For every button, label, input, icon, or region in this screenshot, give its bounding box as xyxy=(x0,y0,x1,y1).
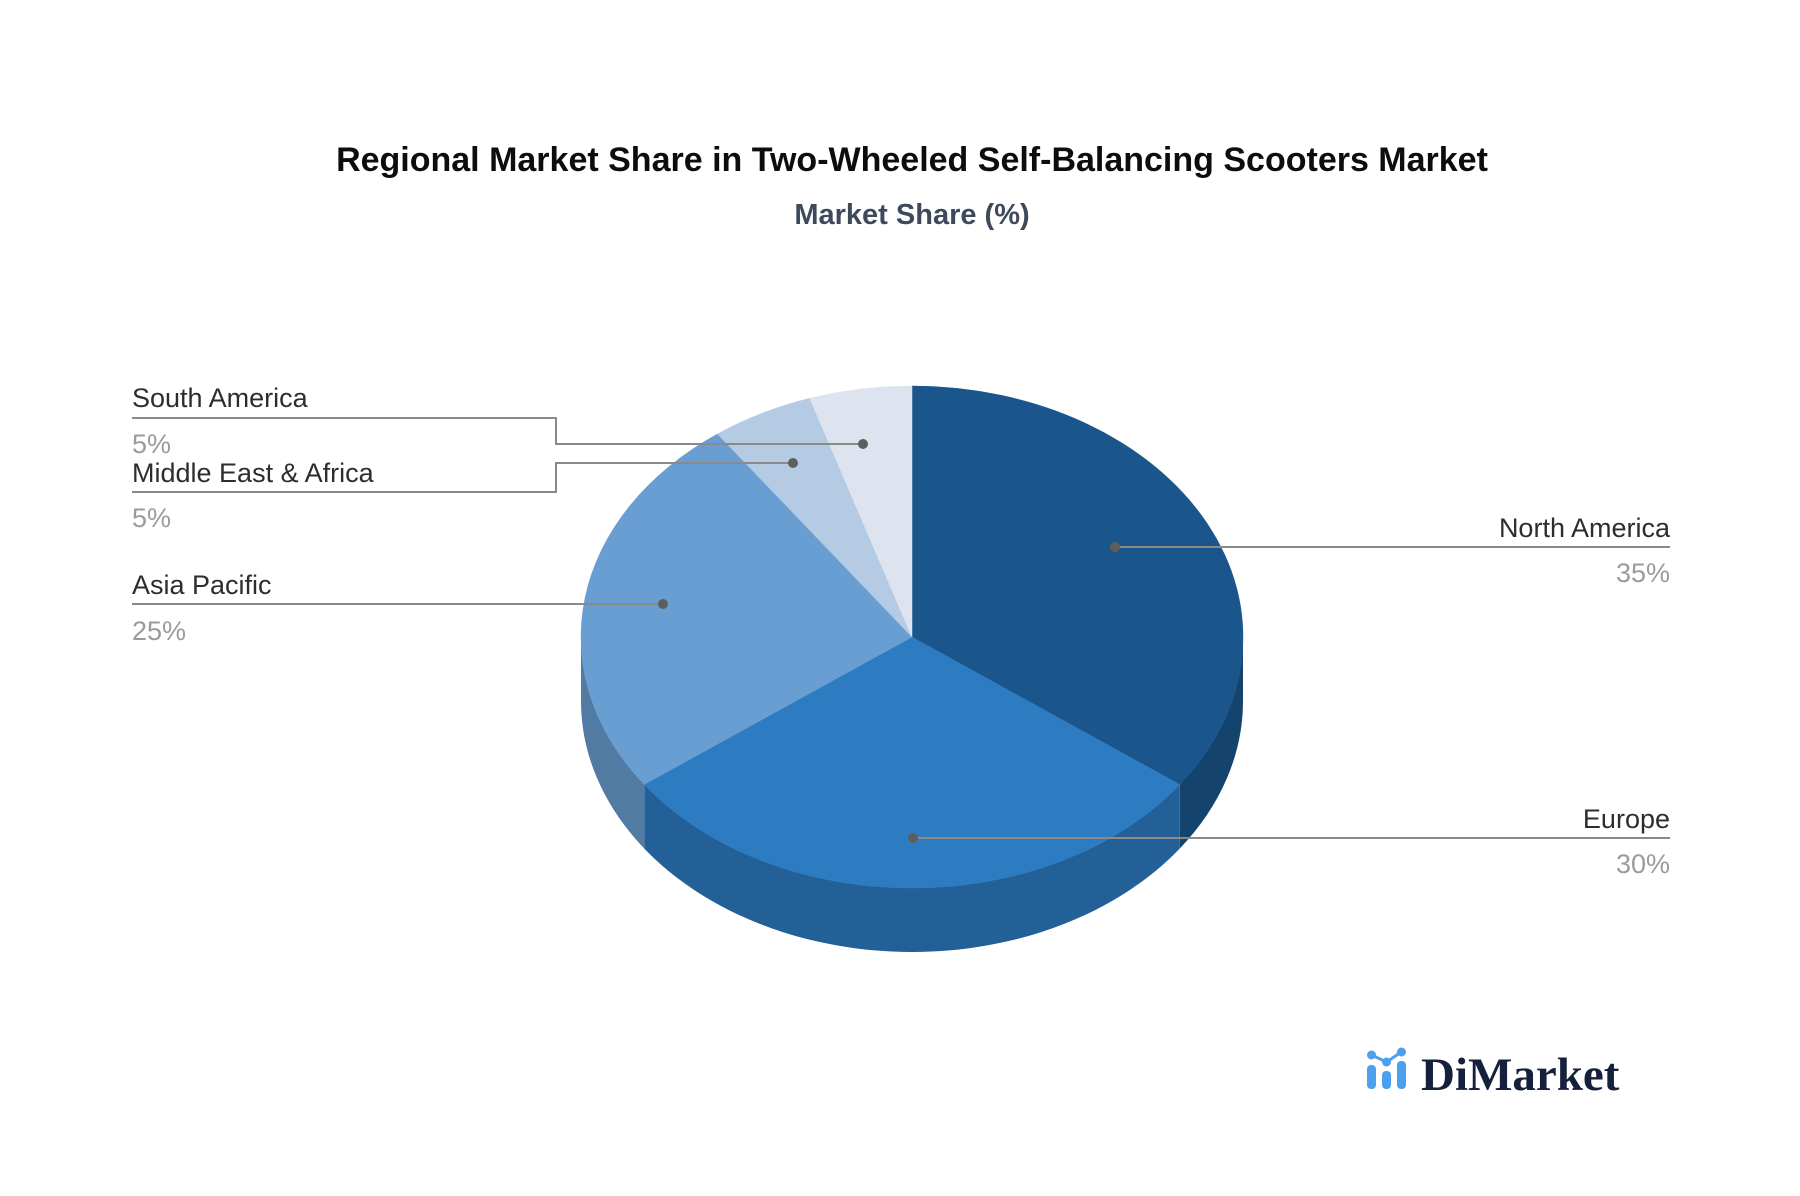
segment-value-middle-east-africa: 5% xyxy=(132,503,171,533)
pie-slice-south-america[interactable] xyxy=(809,385,913,638)
logo-trend-line xyxy=(1370,1050,1403,1064)
segment-value-asia-pacific: 25% xyxy=(132,616,186,646)
pie-slice-north-america[interactable] xyxy=(911,385,1244,785)
pie-slice-asia-pacific[interactable] xyxy=(580,433,913,785)
chart-title: Regional Market Share in Two-Wheeled Sel… xyxy=(336,141,1488,179)
callout-line-south-america xyxy=(132,417,863,445)
brand-logo: DiMarket xyxy=(1367,1047,1620,1101)
segment-value-south-america: 5% xyxy=(132,429,171,459)
pie-slice-side-north-america xyxy=(1179,637,1243,849)
pie-slice-side-asia-pacific xyxy=(581,637,645,849)
pie-slice-side-europe xyxy=(644,784,1180,952)
callout-dot-europe xyxy=(908,833,918,843)
segment-label-south-america: South America xyxy=(132,383,309,413)
segment-label-north-america: North America xyxy=(1499,513,1671,543)
logo-text: DiMarket xyxy=(1421,1049,1620,1101)
pie-slice-europe[interactable] xyxy=(643,636,1181,889)
chart-subtitle: Market Share (%) xyxy=(794,199,1029,231)
segment-value-europe: 30% xyxy=(1616,849,1670,879)
callout-dot-middle-east-africa xyxy=(788,458,798,468)
segment-label-middle-east-africa: Middle East & Africa xyxy=(132,458,375,488)
callout-dot-north-america xyxy=(1110,542,1120,552)
segment-value-north-america: 35% xyxy=(1616,558,1670,588)
pie-3d xyxy=(580,385,1244,952)
segment-label-asia-pacific: Asia Pacific xyxy=(132,570,272,600)
callout-dot-asia-pacific xyxy=(658,599,668,609)
callout-dot-south-america xyxy=(858,439,868,449)
segment-label-europe: Europe xyxy=(1583,804,1670,834)
callout-line-middle-east-africa xyxy=(132,462,793,493)
